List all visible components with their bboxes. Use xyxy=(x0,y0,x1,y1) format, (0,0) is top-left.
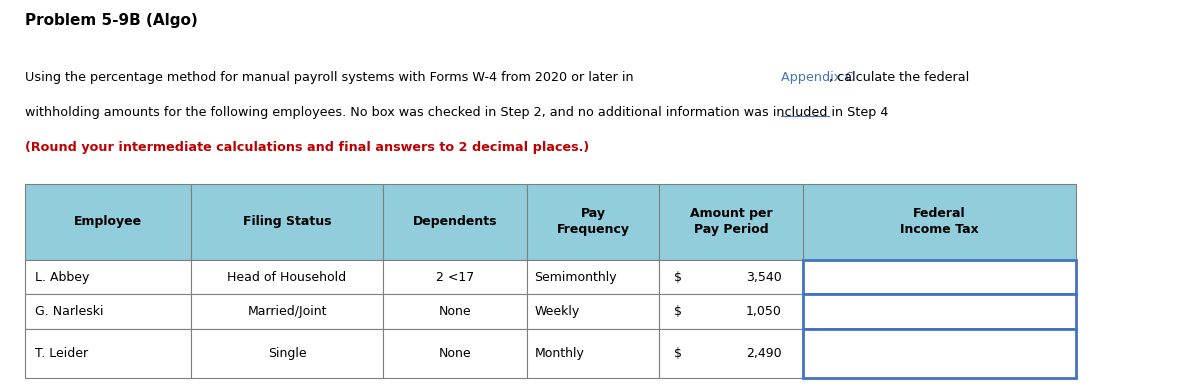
Text: 3,540: 3,540 xyxy=(746,271,782,283)
Text: $: $ xyxy=(674,305,682,318)
Bar xyxy=(383,184,527,260)
Bar xyxy=(191,330,383,378)
Text: Problem 5-9B (Algo): Problem 5-9B (Algo) xyxy=(25,13,198,28)
Text: None: None xyxy=(439,305,472,318)
Text: None: None xyxy=(439,347,472,360)
Text: $: $ xyxy=(674,347,682,360)
Text: Semimonthly: Semimonthly xyxy=(534,271,617,283)
Bar xyxy=(804,330,1075,378)
Bar xyxy=(191,184,383,260)
Text: Weekly: Weekly xyxy=(534,305,580,318)
Text: , calculate the federal: , calculate the federal xyxy=(829,71,970,84)
Bar xyxy=(527,294,659,330)
Text: Monthly: Monthly xyxy=(534,347,585,360)
Text: Pay
Frequency: Pay Frequency xyxy=(557,207,629,236)
Text: withholding amounts for the following employees. No box was checked in Step 2, a: withholding amounts for the following em… xyxy=(25,106,889,119)
Bar xyxy=(659,330,804,378)
Text: 2,490: 2,490 xyxy=(746,347,782,360)
Text: Appendix C: Appendix C xyxy=(781,71,854,84)
Text: Using the percentage method for manual payroll systems with Forms W-4 from 2020 : Using the percentage method for manual p… xyxy=(25,71,638,84)
Text: Dependents: Dependents xyxy=(413,215,497,228)
Text: T. Leider: T. Leider xyxy=(35,347,88,360)
Bar xyxy=(191,294,383,330)
Bar xyxy=(25,260,191,294)
Bar xyxy=(383,330,527,378)
Text: $: $ xyxy=(674,271,682,283)
Bar xyxy=(25,184,191,260)
Bar xyxy=(383,294,527,330)
Text: G. Narleski: G. Narleski xyxy=(35,305,103,318)
Text: Single: Single xyxy=(268,347,307,360)
Text: 1,050: 1,050 xyxy=(746,305,782,318)
Text: Married/Joint: Married/Joint xyxy=(248,305,327,318)
Text: Filing Status: Filing Status xyxy=(243,215,331,228)
Bar xyxy=(191,260,383,294)
Bar xyxy=(804,260,1075,294)
Bar xyxy=(804,184,1075,260)
Text: Head of Household: Head of Household xyxy=(227,271,346,283)
Text: Federal
Income Tax: Federal Income Tax xyxy=(900,207,979,236)
Bar xyxy=(383,260,527,294)
Text: L. Abbey: L. Abbey xyxy=(35,271,89,283)
Bar xyxy=(527,260,659,294)
Bar xyxy=(804,294,1075,330)
Text: Employee: Employee xyxy=(75,215,142,228)
Text: 2 <17: 2 <17 xyxy=(435,271,474,283)
Bar xyxy=(527,330,659,378)
Text: (Round your intermediate calculations and final answers to 2 decimal places.): (Round your intermediate calculations an… xyxy=(25,141,589,154)
Text: Amount per
Pay Period: Amount per Pay Period xyxy=(689,207,772,236)
Bar xyxy=(659,184,804,260)
Bar xyxy=(527,184,659,260)
Bar xyxy=(659,260,804,294)
Bar xyxy=(659,294,804,330)
Bar xyxy=(25,330,191,378)
Bar xyxy=(25,294,191,330)
